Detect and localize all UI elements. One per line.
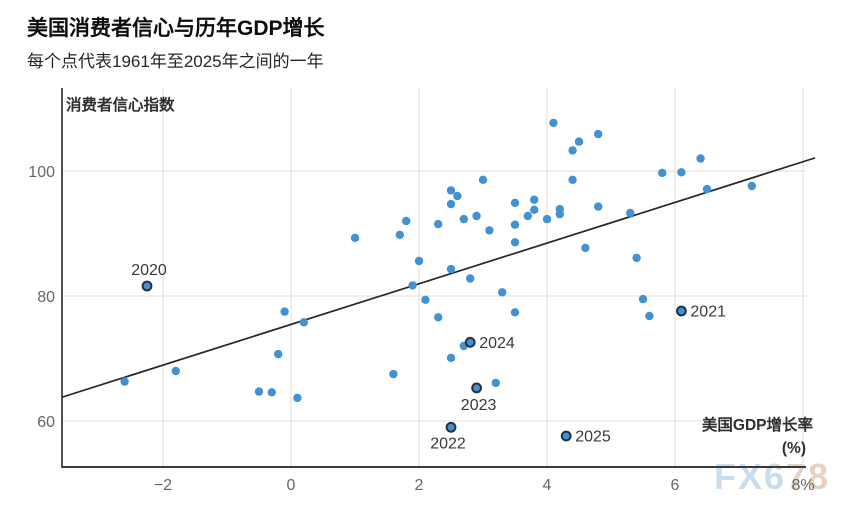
data-point bbox=[626, 208, 635, 218]
data-point bbox=[120, 377, 129, 386]
data-point bbox=[459, 214, 468, 224]
data-point bbox=[485, 226, 494, 235]
data-point bbox=[402, 216, 411, 226]
data-point bbox=[702, 184, 712, 194]
x-tick-label: 6 bbox=[671, 477, 680, 494]
data-point bbox=[581, 243, 590, 253]
labeled-data-point-2025 bbox=[560, 430, 572, 442]
data-point bbox=[632, 253, 641, 263]
x-tick-label: 4 bbox=[543, 477, 552, 494]
y-tick-label: 80 bbox=[37, 289, 55, 306]
data-point bbox=[696, 154, 705, 163]
data-point bbox=[574, 137, 584, 146]
data-point bbox=[555, 209, 564, 219]
year-annotation-2025: 2025 bbox=[575, 429, 611, 446]
data-point bbox=[446, 199, 456, 209]
data-point bbox=[510, 198, 520, 208]
data-point bbox=[594, 202, 603, 211]
data-point bbox=[434, 219, 443, 229]
year-annotation-2022: 2022 bbox=[430, 435, 466, 452]
data-point bbox=[299, 318, 308, 327]
data-point bbox=[638, 294, 648, 304]
trend-line bbox=[61, 157, 816, 399]
data-point bbox=[530, 205, 539, 214]
data-point bbox=[658, 168, 667, 178]
data-point bbox=[510, 238, 520, 247]
data-point bbox=[510, 220, 520, 229]
y-axis-title: 消费者信心指数 bbox=[66, 95, 175, 114]
data-point bbox=[491, 378, 500, 388]
y-tick-label: 60 bbox=[37, 414, 55, 431]
watermark-blue-part: FX6 bbox=[714, 456, 787, 497]
data-point bbox=[446, 186, 456, 195]
points-layer bbox=[120, 118, 756, 442]
x-tick-label: −2 bbox=[154, 477, 172, 494]
x-tick-label: 0 bbox=[287, 477, 296, 494]
data-point bbox=[254, 387, 264, 396]
data-point bbox=[466, 274, 475, 283]
data-point bbox=[568, 175, 577, 184]
data-point bbox=[389, 369, 398, 379]
data-point bbox=[395, 230, 404, 239]
fx678-watermark: FX678 bbox=[714, 459, 830, 495]
year-annotation-2023: 2023 bbox=[461, 397, 497, 414]
labeled-data-point-2021 bbox=[676, 305, 687, 317]
data-point bbox=[408, 281, 417, 290]
data-point bbox=[274, 349, 283, 359]
data-point bbox=[414, 256, 424, 266]
data-point bbox=[677, 168, 686, 177]
data-point bbox=[549, 118, 558, 128]
data-point bbox=[510, 308, 520, 317]
labeled-data-point-2022 bbox=[445, 421, 457, 433]
year-annotation-2024: 2024 bbox=[479, 335, 515, 352]
data-point bbox=[171, 366, 180, 376]
data-point bbox=[446, 264, 456, 274]
labeled-data-point-2024 bbox=[464, 336, 476, 348]
x-tick-label: 2 bbox=[415, 477, 424, 494]
data-point bbox=[523, 211, 532, 221]
annotations-layer: 2020 2021 2022 2023 2024 2025 bbox=[131, 262, 726, 452]
labeled-data-point-2020 bbox=[141, 280, 153, 292]
x-axis-unit: (%) bbox=[782, 440, 806, 457]
data-point bbox=[530, 195, 539, 204]
data-point bbox=[267, 388, 276, 397]
y-tick-label: 100 bbox=[28, 164, 55, 181]
data-point bbox=[280, 307, 289, 316]
data-point bbox=[421, 295, 430, 304]
data-point bbox=[434, 313, 443, 322]
chart-title: 美国消费者信心与历年GDP增长 bbox=[27, 17, 325, 40]
chart-subtitle: 每个点代表1961年至2025年之间的一年 bbox=[27, 52, 324, 71]
data-point bbox=[568, 146, 577, 155]
data-point bbox=[498, 288, 507, 297]
x-axis-title: 美国GDP增长率 bbox=[702, 415, 814, 434]
data-point bbox=[446, 353, 456, 363]
data-point bbox=[453, 191, 462, 201]
tick-labels-layer: −2 0 2 4 6 8% 60 80 100 bbox=[28, 164, 814, 494]
trend-line-layer bbox=[61, 157, 816, 399]
data-point bbox=[645, 311, 654, 321]
data-point bbox=[350, 233, 360, 243]
data-point bbox=[747, 181, 756, 191]
year-annotation-2021: 2021 bbox=[690, 304, 726, 321]
grid-layer bbox=[62, 88, 806, 467]
data-point bbox=[542, 214, 552, 224]
axis-layer bbox=[61, 88, 806, 468]
data-point bbox=[472, 211, 481, 221]
year-annotation-2020: 2020 bbox=[131, 262, 167, 279]
x-tick-label: 8% bbox=[791, 477, 814, 494]
data-point bbox=[594, 129, 603, 139]
labeled-data-point-2023 bbox=[471, 382, 483, 394]
data-point bbox=[478, 175, 488, 184]
data-point bbox=[293, 393, 302, 403]
watermark-tan-part: 78 bbox=[786, 456, 831, 497]
